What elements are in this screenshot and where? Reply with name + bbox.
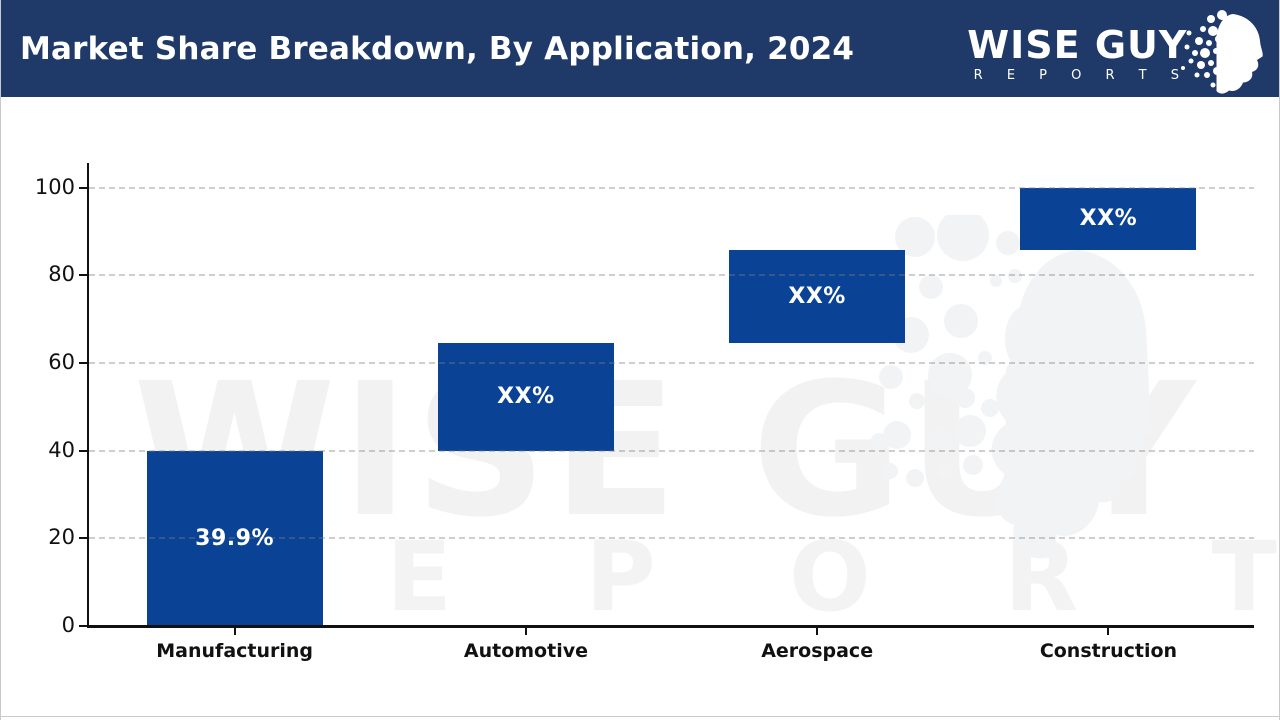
y-tick-label-0: 0: [61, 613, 75, 637]
x-axis-line: [87, 625, 1254, 628]
gridline-20: [89, 537, 1254, 540]
y-tick-100: [79, 186, 87, 189]
y-tick-label-20: 20: [48, 525, 75, 550]
watermark-head-profile: [871, 215, 1152, 559]
category-label-manufacturing: Manufacturing: [156, 640, 314, 662]
logo-wordmark: WISE GUY: [967, 23, 1188, 68]
y-tick-40: [79, 449, 87, 452]
y-tick-label-60: 60: [48, 349, 75, 374]
bar-automotive: [437, 343, 614, 452]
watermark-subtext: R E P O R T S: [179, 521, 1279, 633]
bar-manufacturing: [146, 451, 323, 626]
logo-head-profile-icon: [1181, 10, 1263, 94]
wise-guy-logo: WISE GUY R E P O R T S: [966, 8, 1267, 94]
category-label-construction: Construction: [1039, 640, 1178, 662]
bar-value-label: 39.9%: [195, 525, 274, 551]
x-tick-construction: [1107, 628, 1110, 635]
header-band: Market Share Breakdown, By Application, …: [1, 0, 1279, 97]
category-label-automotive: Automotive: [463, 640, 588, 662]
bar-construction: [1020, 187, 1197, 250]
x-tick-manufacturing: [233, 628, 236, 635]
gridline-80: [89, 274, 1254, 277]
frame-border: [1, 716, 1279, 717]
gridline-100: [89, 186, 1254, 189]
logo-subtext: R E P O R T S: [973, 67, 1189, 83]
page-title: Market Share Breakdown, By Application, …: [20, 30, 855, 67]
y-tick-label-40: 40: [48, 437, 75, 462]
y-tick-label-80: 80: [48, 262, 75, 287]
bar-aerospace: [729, 249, 906, 344]
y-tick-0: [79, 625, 87, 627]
bar-value-label: XX%: [788, 283, 846, 309]
gridline-40: [89, 449, 1254, 452]
y-tick-80: [79, 274, 87, 277]
bar-value-label: XX%: [497, 384, 555, 410]
y-tick-label-100: 100: [34, 174, 75, 199]
y-tick-20: [79, 537, 87, 540]
x-tick-aerospace: [816, 628, 819, 635]
x-tick-automotive: [524, 628, 527, 635]
category-label-aerospace: Aerospace: [761, 640, 874, 662]
bar-value-label: XX%: [1079, 205, 1138, 231]
y-tick-60: [79, 361, 87, 364]
y-axis-line: [87, 163, 89, 628]
gridline-60: [89, 361, 1254, 364]
